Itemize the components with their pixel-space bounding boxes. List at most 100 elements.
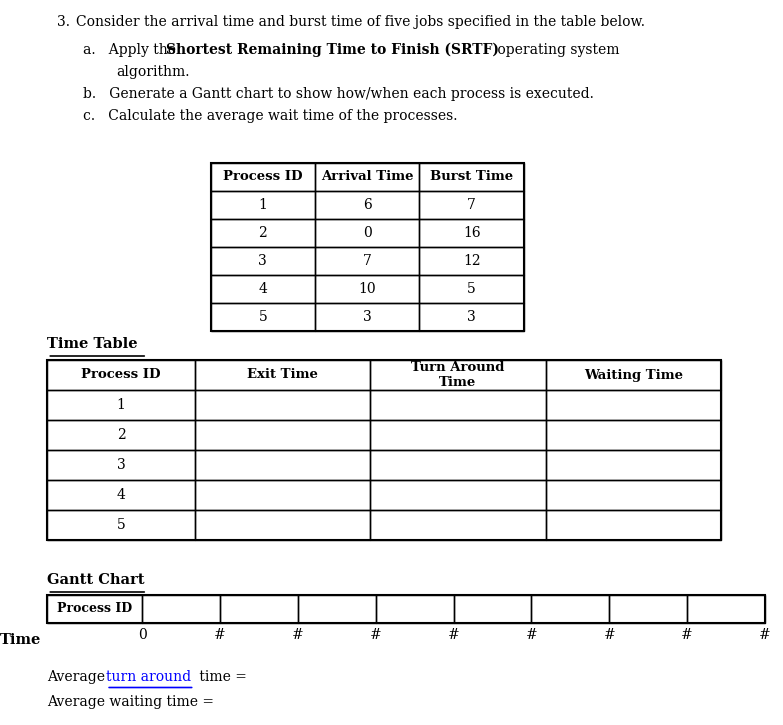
Text: #: # — [604, 628, 615, 642]
Text: Turn Around
Time: Turn Around Time — [411, 361, 504, 389]
Text: 5: 5 — [467, 282, 476, 296]
Bar — [315, 191, 420, 219]
Text: Average: Average — [48, 670, 110, 684]
Bar — [211, 163, 315, 191]
Text: Time Table: Time Table — [48, 337, 138, 351]
Bar — [194, 510, 370, 540]
Bar — [48, 595, 143, 623]
Bar — [315, 219, 420, 247]
Text: 3: 3 — [258, 254, 267, 268]
Bar — [194, 390, 370, 420]
Bar — [420, 219, 524, 247]
Bar — [194, 420, 370, 450]
Bar — [546, 510, 721, 540]
Bar — [194, 480, 370, 510]
Bar — [420, 191, 524, 219]
Text: #: # — [215, 628, 226, 642]
Bar — [143, 595, 220, 623]
Text: #: # — [525, 628, 537, 642]
Text: a.   Apply the: a. Apply the — [82, 43, 180, 57]
Text: Process ID: Process ID — [57, 602, 132, 616]
Bar — [194, 360, 370, 390]
Bar — [370, 480, 546, 510]
Bar — [211, 191, 315, 219]
Text: time =: time = — [194, 670, 247, 684]
Text: 3: 3 — [363, 310, 372, 324]
Text: 4: 4 — [117, 488, 125, 502]
Text: turn around: turn around — [106, 670, 191, 684]
Bar — [315, 275, 420, 303]
Bar — [546, 420, 721, 450]
Text: #: # — [448, 628, 460, 642]
Text: #: # — [370, 628, 381, 642]
Text: Average waiting time =: Average waiting time = — [48, 695, 215, 709]
Text: b.   Generate a Gantt chart to show how/when each process is executed.: b. Generate a Gantt chart to show how/wh… — [82, 87, 594, 101]
Bar — [48, 420, 194, 450]
Bar — [194, 450, 370, 480]
Text: 3: 3 — [117, 458, 125, 472]
Bar — [609, 595, 687, 623]
Bar — [48, 450, 194, 480]
Bar — [687, 595, 765, 623]
Bar — [48, 595, 765, 623]
Text: Gantt Chart: Gantt Chart — [48, 573, 145, 587]
Bar — [420, 303, 524, 331]
Text: Arrival Time: Arrival Time — [321, 170, 413, 183]
Bar — [211, 275, 315, 303]
Bar — [370, 450, 546, 480]
Text: 2: 2 — [258, 226, 267, 240]
Bar — [211, 247, 315, 275]
Text: 16: 16 — [463, 226, 481, 240]
Text: operating system: operating system — [493, 43, 619, 57]
Text: 0: 0 — [363, 226, 372, 240]
Text: Consider the arrival time and burst time of five jobs specified in the table bel: Consider the arrival time and burst time… — [76, 15, 645, 29]
Text: Time: Time — [0, 633, 41, 647]
Bar — [211, 163, 524, 331]
Text: Burst Time: Burst Time — [430, 170, 513, 183]
Bar — [453, 595, 532, 623]
Text: 7: 7 — [363, 254, 372, 268]
Text: Waiting Time: Waiting Time — [584, 368, 683, 381]
Bar — [211, 219, 315, 247]
Text: algorithm.: algorithm. — [116, 65, 189, 79]
Bar — [211, 303, 315, 331]
Bar — [48, 360, 721, 540]
Text: 1: 1 — [117, 398, 125, 412]
Text: 7: 7 — [467, 198, 476, 212]
Text: 3.: 3. — [57, 15, 70, 29]
Text: Process ID: Process ID — [223, 170, 302, 183]
Text: 12: 12 — [463, 254, 481, 268]
Text: 2: 2 — [117, 428, 125, 442]
Text: 5: 5 — [117, 518, 125, 532]
Text: 3: 3 — [467, 310, 476, 324]
Bar — [370, 420, 546, 450]
Bar — [546, 480, 721, 510]
Bar — [546, 450, 721, 480]
Text: Exit Time: Exit Time — [247, 368, 318, 381]
Text: 1: 1 — [258, 198, 267, 212]
Bar — [48, 390, 194, 420]
Bar — [546, 390, 721, 420]
Bar — [48, 510, 194, 540]
Bar — [376, 595, 453, 623]
Bar — [420, 247, 524, 275]
Bar — [298, 595, 376, 623]
Bar — [220, 595, 298, 623]
Text: c.   Calculate the average wait time of the processes.: c. Calculate the average wait time of th… — [82, 109, 457, 123]
Bar — [48, 360, 194, 390]
Bar — [420, 163, 524, 191]
Bar — [546, 360, 721, 390]
Text: #: # — [681, 628, 693, 642]
Bar — [420, 275, 524, 303]
Bar — [370, 360, 546, 390]
Bar — [315, 247, 420, 275]
Text: 0: 0 — [138, 628, 146, 642]
Bar — [370, 390, 546, 420]
Text: #: # — [759, 628, 770, 642]
Text: 6: 6 — [363, 198, 372, 212]
Text: Shortest Remaining Time to Finish (SRTF): Shortest Remaining Time to Finish (SRTF) — [165, 43, 499, 57]
Bar — [370, 510, 546, 540]
Text: Process ID: Process ID — [81, 368, 161, 381]
Text: 5: 5 — [258, 310, 267, 324]
Bar — [48, 480, 194, 510]
